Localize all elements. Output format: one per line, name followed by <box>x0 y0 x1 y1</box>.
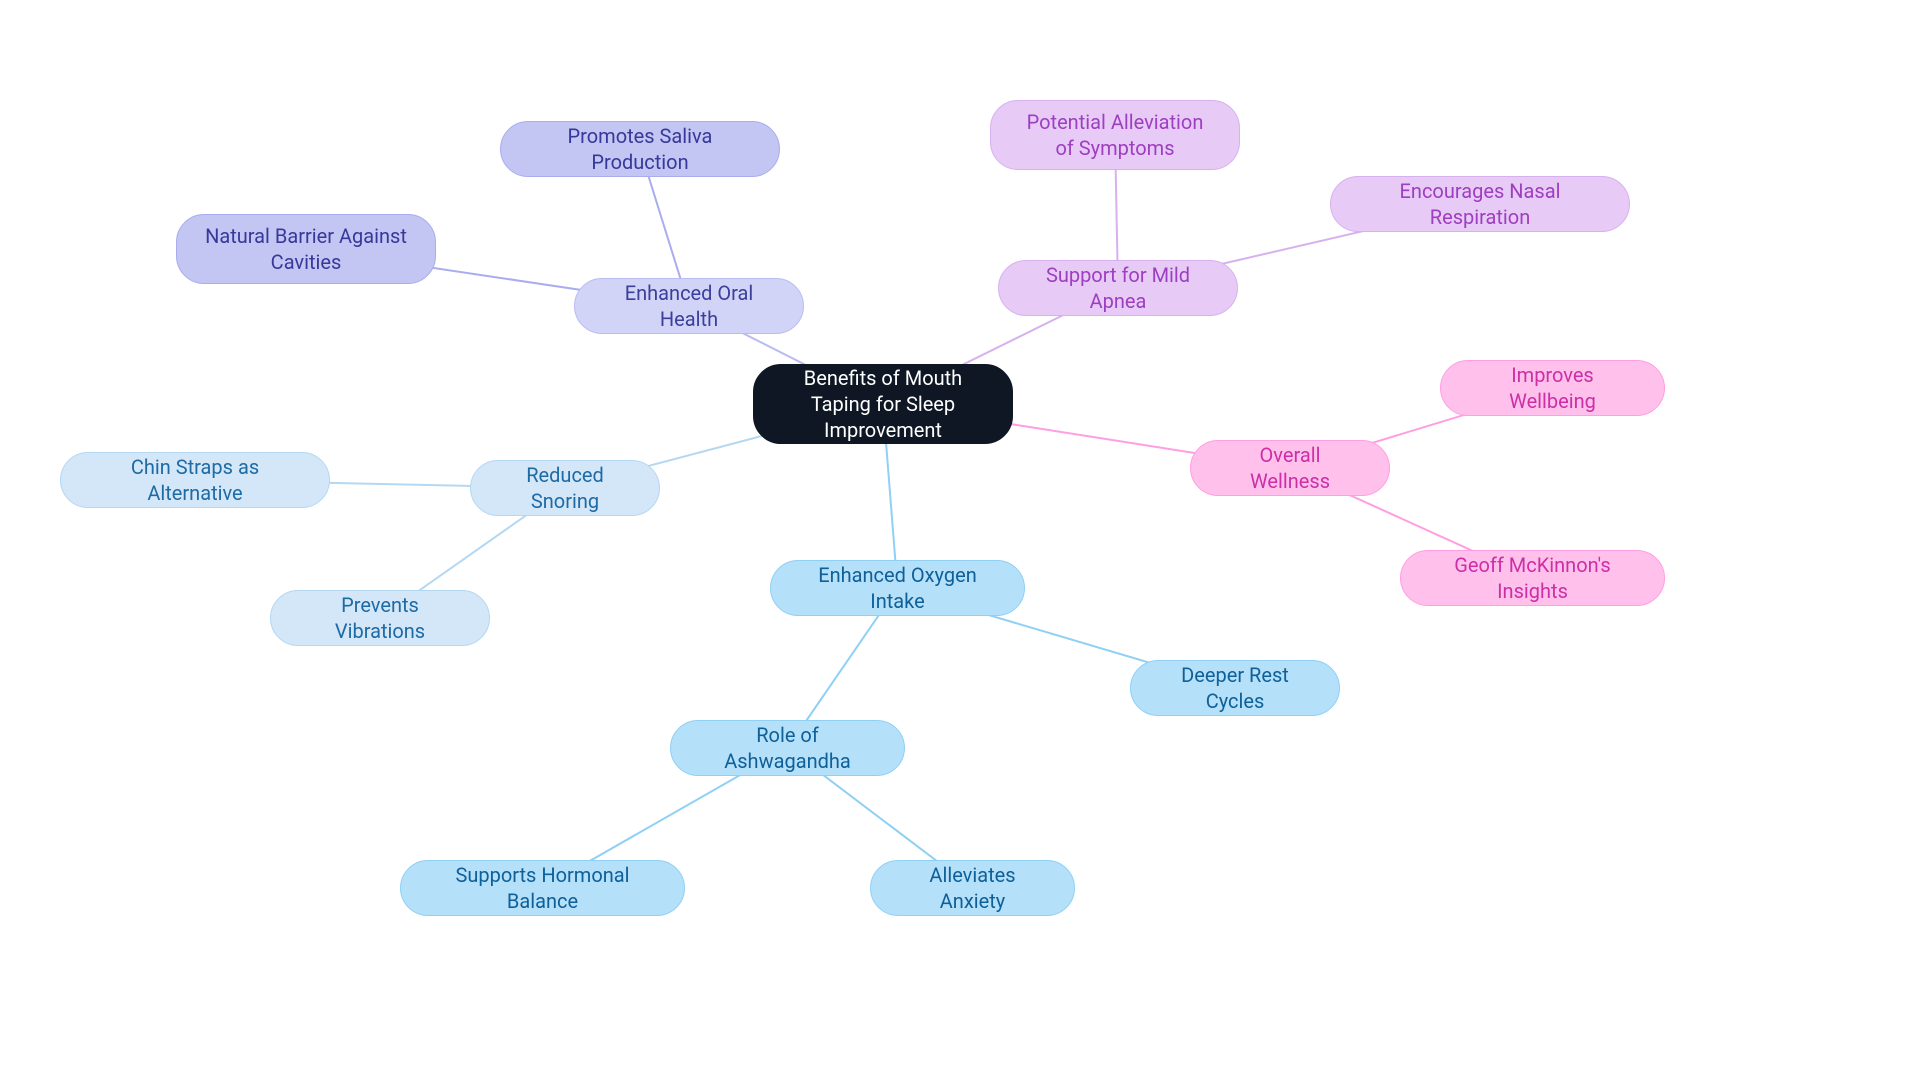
mindmap-edges <box>0 0 1920 1083</box>
node-center: Benefits of Mouth Taping for Sleep Impro… <box>753 364 1013 444</box>
node-symptoms: Potential Alleviation of Symptoms <box>990 100 1240 170</box>
node-deeper: Deeper Rest Cycles <box>1130 660 1340 716</box>
node-snoring: Reduced Snoring <box>470 460 660 516</box>
node-anxiety: Alleviates Anxiety <box>870 860 1075 916</box>
node-chin: Chin Straps as Alternative <box>60 452 330 508</box>
node-oral: Enhanced Oral Health <box>574 278 804 334</box>
node-nasal: Encourages Nasal Respiration <box>1330 176 1630 232</box>
node-oxygen: Enhanced Oxygen Intake <box>770 560 1025 616</box>
node-vibrations: Prevents Vibrations <box>270 590 490 646</box>
node-wellbeing: Improves Wellbeing <box>1440 360 1665 416</box>
node-cavities: Natural Barrier Against Cavities <box>176 214 436 284</box>
node-hormonal: Supports Hormonal Balance <box>400 860 685 916</box>
node-geoff: Geoff McKinnon's Insights <box>1400 550 1665 606</box>
node-wellness: Overall Wellness <box>1190 440 1390 496</box>
node-saliva: Promotes Saliva Production <box>500 121 780 177</box>
node-ashwa: Role of Ashwagandha <box>670 720 905 776</box>
node-apnea: Support for Mild Apnea <box>998 260 1238 316</box>
